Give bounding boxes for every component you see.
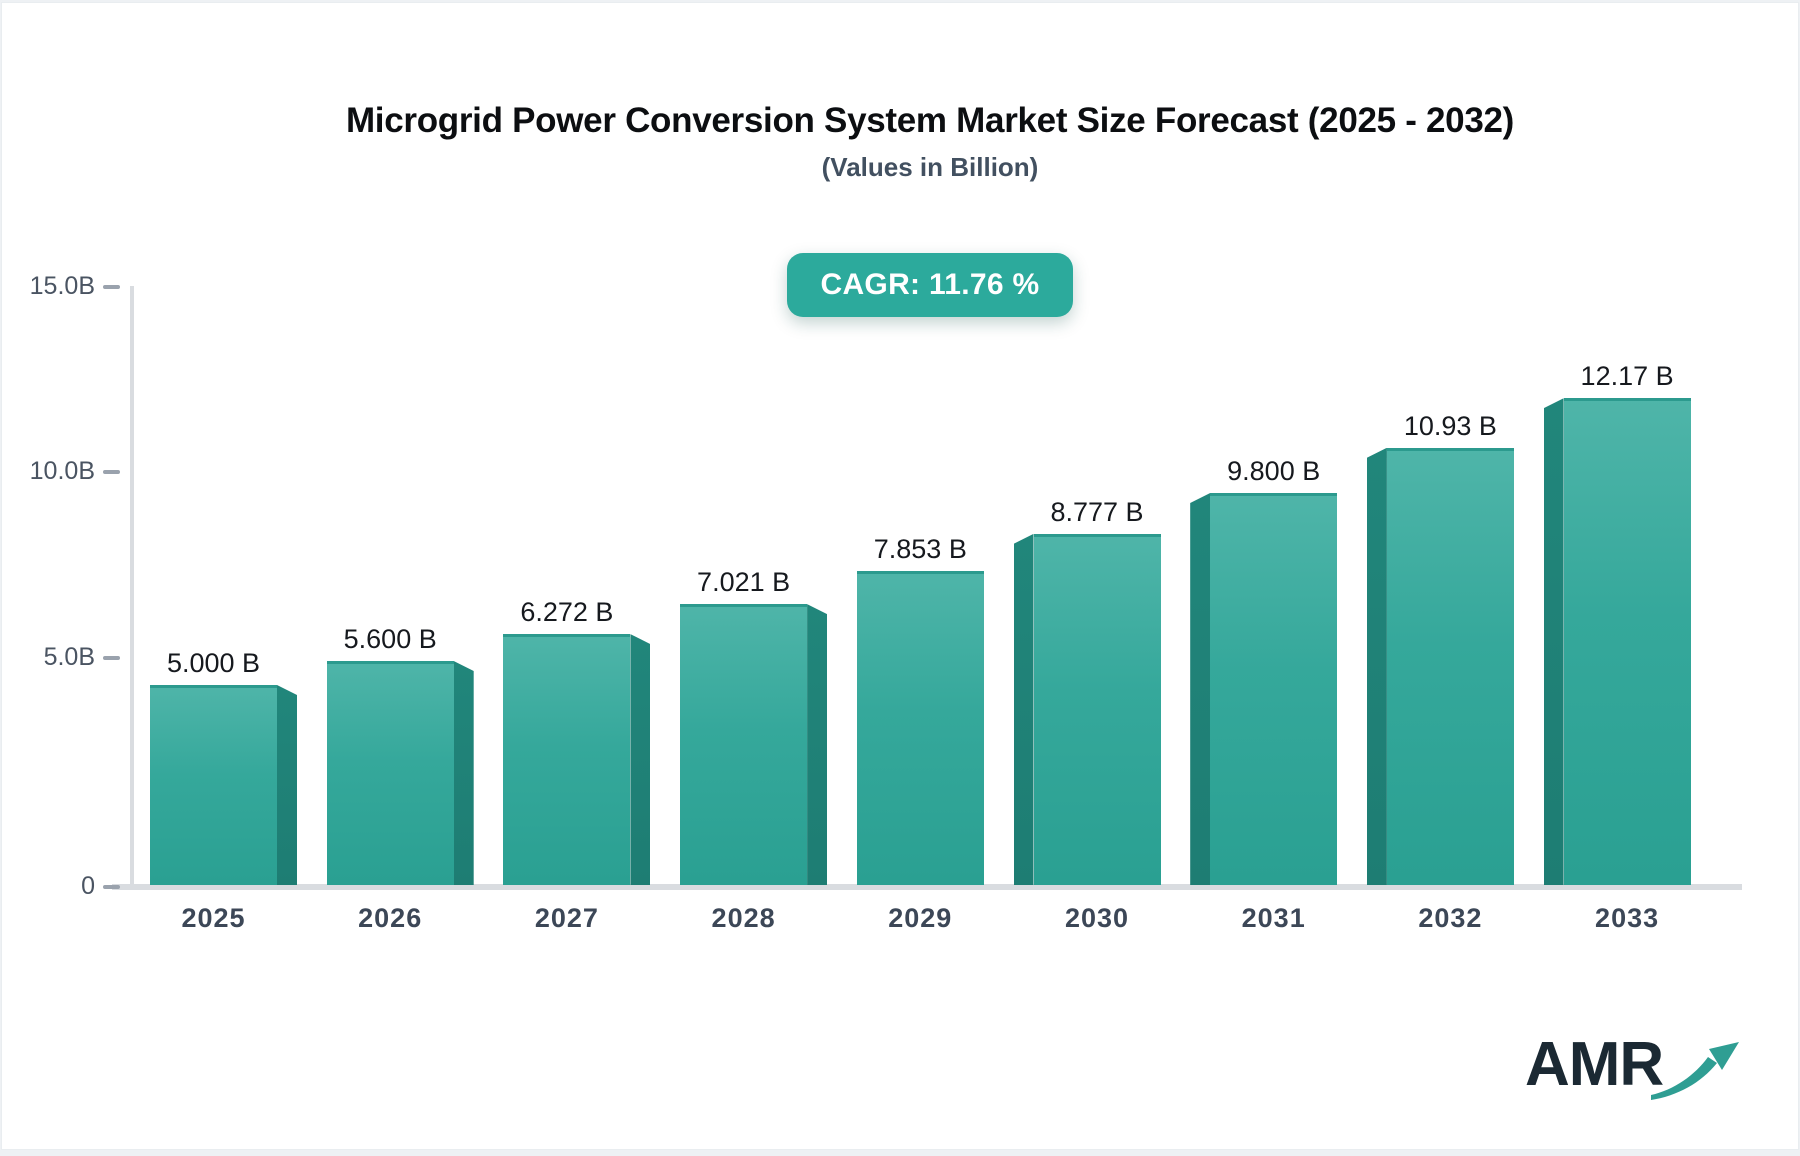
y-tick-label: 15.0B — [29, 272, 95, 300]
y-tick-dash — [103, 470, 120, 474]
bar-top-edge — [680, 604, 808, 608]
bar-2026 — [326, 661, 454, 885]
x-category-label: 2029 — [888, 903, 953, 933]
bar-top-edge — [1563, 398, 1691, 402]
bar-2028 — [680, 604, 808, 885]
bar-value-label: 7.021 B — [697, 567, 791, 598]
bar-top-edge — [1210, 493, 1338, 496]
brand-logo: AMR — [1525, 1032, 1741, 1108]
bar-value-label: 6.272 B — [520, 597, 614, 628]
bar-2033 — [1563, 398, 1691, 885]
bar-2032 — [1386, 447, 1514, 885]
bar-top-edge — [1386, 447, 1514, 451]
cagr-badge-wrap: CAGR: 11.76 % — [0, 253, 1800, 317]
bar-top-edge — [150, 685, 277, 688]
bar-side-face — [1190, 493, 1211, 885]
bar-side-face — [807, 604, 828, 885]
x-category-label: 2025 — [181, 903, 246, 933]
bar-top-edge — [856, 570, 984, 574]
bar-side-face — [1543, 398, 1564, 885]
bar-2027 — [503, 634, 631, 885]
bar-2030 — [1033, 533, 1161, 885]
brand-logo-text: AMR — [1525, 1030, 1664, 1099]
x-category-label: 2027 — [534, 903, 599, 933]
bar-value-label: 5.000 B — [166, 648, 261, 678]
chart-subtitle: (Values in Billion) — [821, 152, 1039, 182]
y-tick-dash — [103, 656, 120, 660]
bar-side-face — [1366, 447, 1387, 885]
bar-value-label: 5.600 B — [343, 624, 437, 654]
y-tick-dash — [103, 885, 120, 889]
x-category-label: 2030 — [1064, 903, 1130, 933]
bar-2031 — [1210, 493, 1338, 885]
y-tick-label: 10.0B — [29, 457, 95, 485]
bar-2029 — [856, 570, 984, 885]
x-category-label: 2032 — [1418, 903, 1483, 933]
bar-side-face — [277, 685, 297, 885]
y-axis-line — [130, 286, 134, 890]
bar-value-label: 9.800 B — [1227, 456, 1321, 486]
bar-side-face — [1013, 533, 1034, 885]
x-axis-baseline — [112, 884, 1742, 890]
bar-side-face — [453, 661, 474, 885]
bar-value-label: 12.17 B — [1580, 361, 1674, 392]
bar-side-face — [630, 634, 651, 885]
y-tick-dash — [103, 285, 120, 289]
bar-top-edge — [1033, 533, 1161, 537]
bar-top-edge — [503, 634, 631, 638]
chart-title: Microgrid Power Conversion System Market… — [345, 101, 1515, 140]
y-tick-label: 0 — [81, 872, 95, 900]
bar-value-label: 8.777 B — [1050, 496, 1144, 527]
x-category-label: 2031 — [1241, 903, 1306, 933]
x-category-label: 2028 — [711, 903, 776, 933]
growth-arrow-icon — [1651, 1042, 1740, 1100]
bar-2025 — [150, 685, 277, 885]
bar-value-label: 10.93 B — [1403, 410, 1497, 441]
x-category-label: 2026 — [358, 903, 423, 933]
cagr-badge: CAGR: 11.76 % — [786, 253, 1074, 317]
bar-top-edge — [326, 661, 454, 664]
bar-value-label: 7.853 B — [873, 533, 967, 564]
x-category-label: 2033 — [1595, 903, 1660, 933]
y-tick-label: 5.0B — [43, 643, 95, 671]
